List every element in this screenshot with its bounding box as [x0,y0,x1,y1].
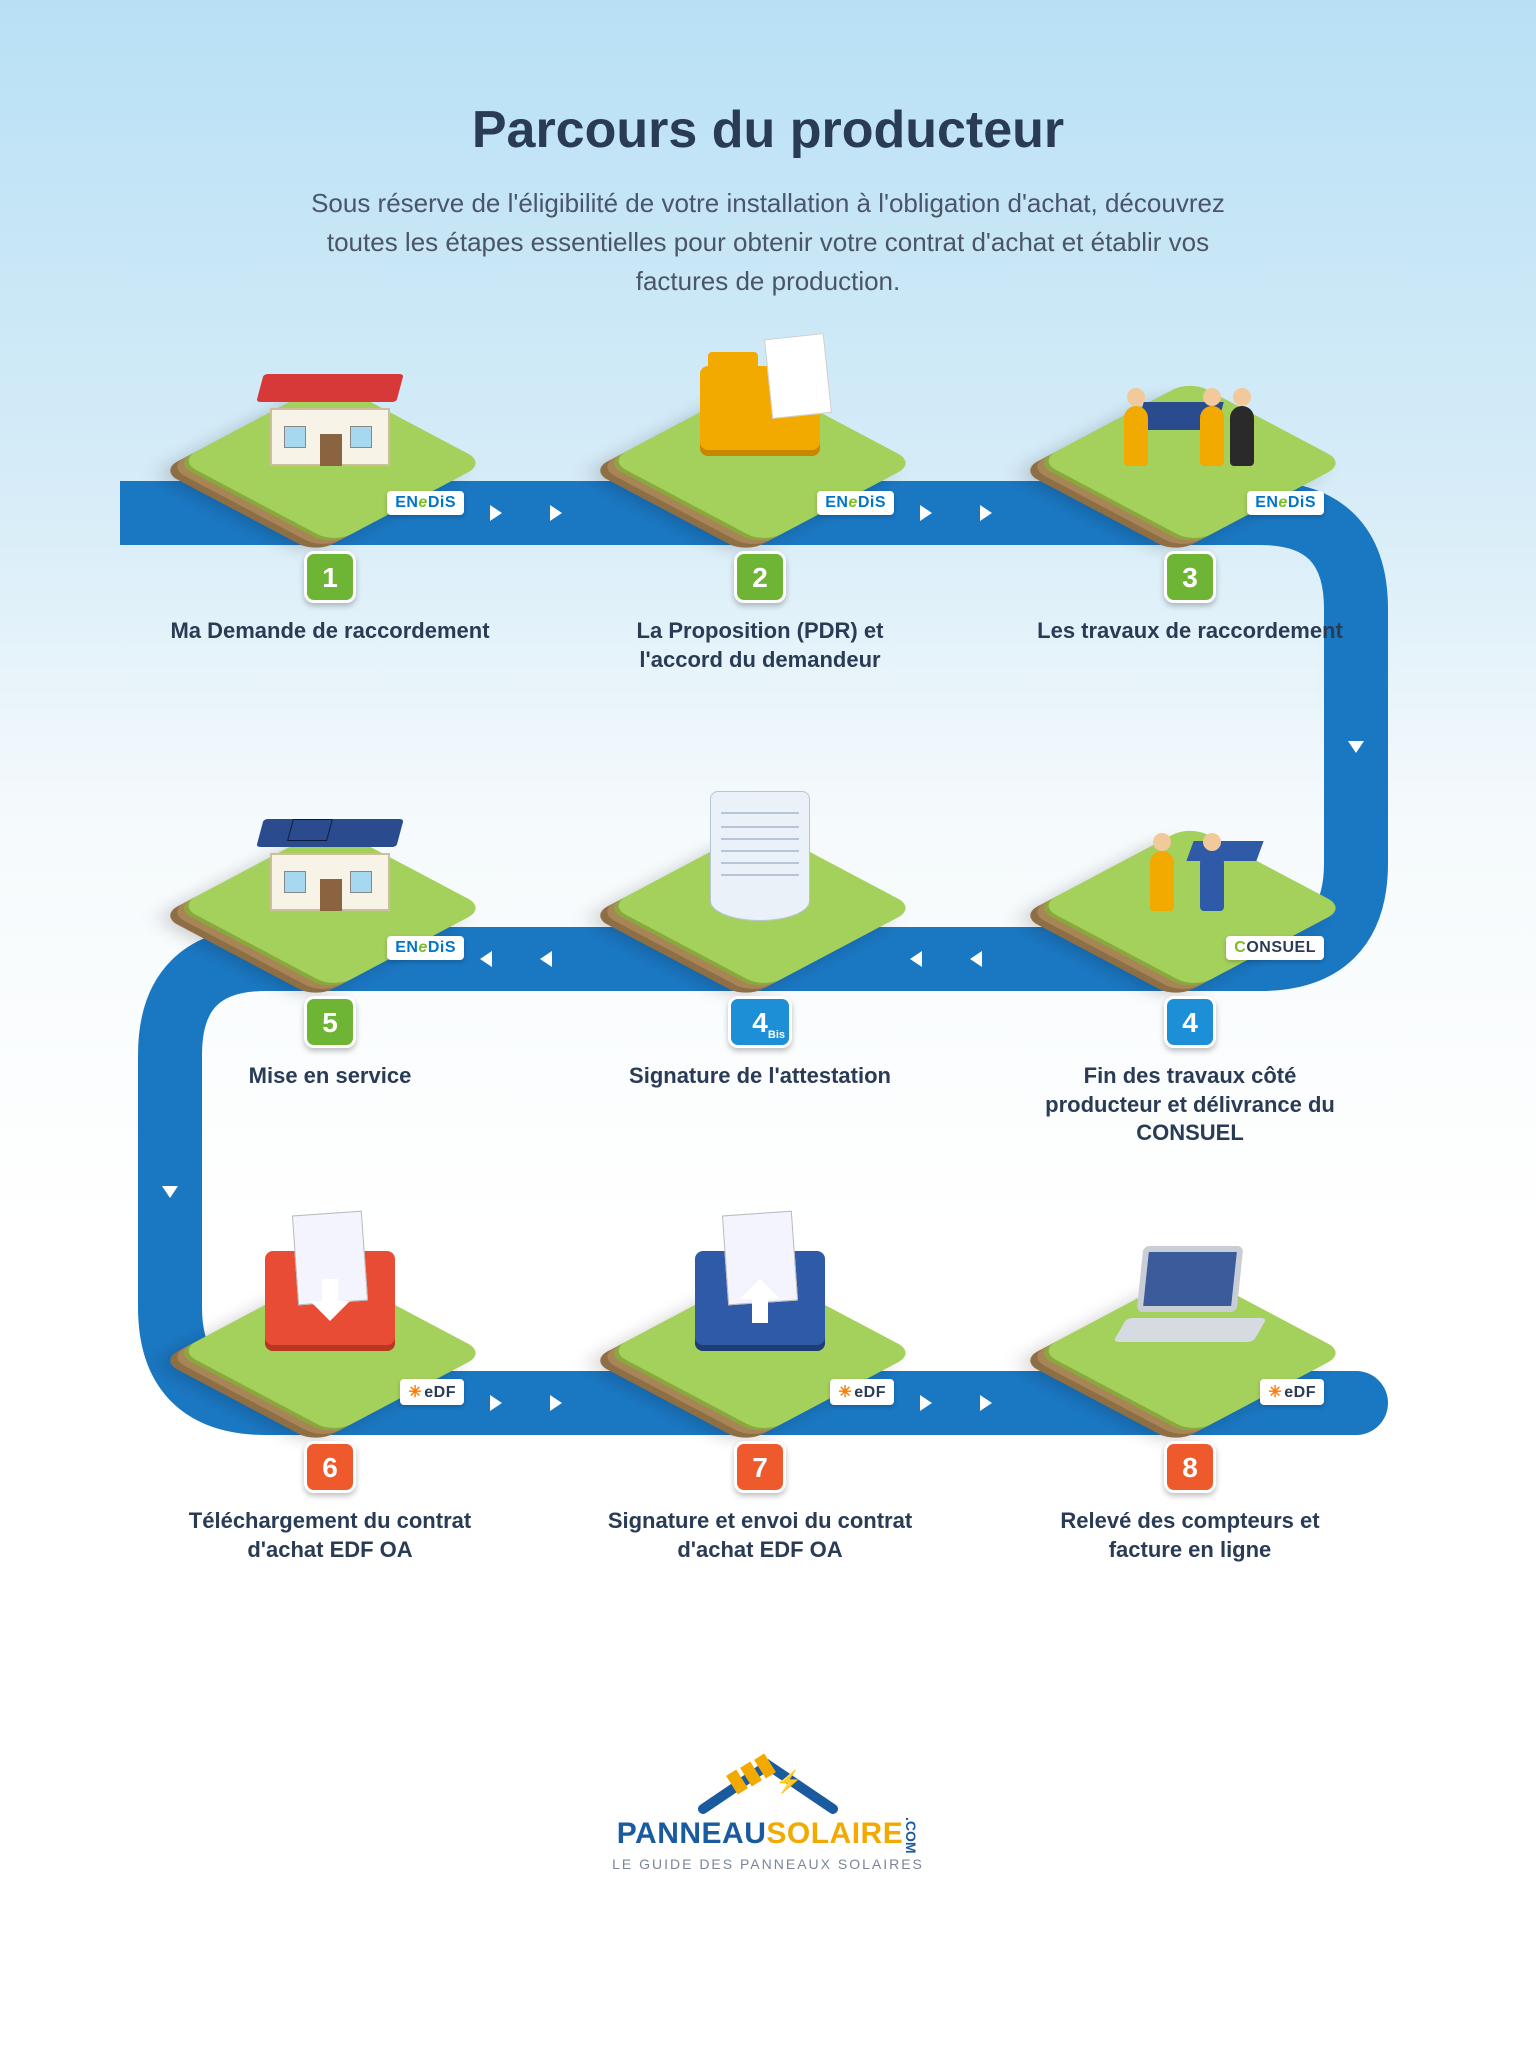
flow-arrow-icon [980,1395,992,1411]
step-illustration [1100,1231,1280,1371]
step-label: La Proposition (PDR) et l'accord du dema… [600,617,920,674]
logo-roof-icon: ⚡ [693,1747,843,1817]
step-label: Téléchargement du contrat d'achat EDF OA [170,1507,490,1564]
provider-tag-edf: ✳eDF [830,1379,894,1405]
step-label: Mise en service [170,1062,490,1091]
provider-tag-enedis: ENeDiS [387,491,464,515]
provider-tag-edf: ✳eDF [400,1379,464,1405]
step-illustration [240,341,420,481]
step-7: ✳eDF 7 Signature et envoi du contrat d'ach… [590,1231,930,1564]
provider-tag-enedis: ENeDiS [817,491,894,515]
step-6: ✳eDF 6 Téléchargement du contrat d'achat E… [160,1231,500,1564]
provider-tag-enedis: ENeDiS [1247,491,1324,515]
step-label: Signature et envoi du contrat d'achat ED… [600,1507,920,1564]
step-number-badge: 1 [304,551,356,603]
step-5: ENeDiS 5 Mise en service [160,786,500,1091]
step-label: Fin des travaux côté producteur et déliv… [1030,1062,1350,1148]
step-illustration [240,1231,420,1371]
flow-arrow-icon [980,505,992,521]
flow-arrow-icon [970,951,982,967]
flow-arrow-icon [1348,741,1364,753]
flow-arrow-icon [480,951,492,967]
step-illustration [1100,786,1280,926]
logo-wordmark: PANNEAUSOLAIRE.COM [120,1817,1416,1854]
step-number-badge: 5 [304,996,356,1048]
step-3: ENeDiS 3 Les travaux de raccordement [1020,341,1360,646]
flow-diagram: ENeDiS 1 Ma Demande de raccordement ENeDiS 2… [120,341,1416,1741]
svg-text:⚡: ⚡ [775,1769,802,1795]
step-number-badge: 8 [1164,1441,1216,1493]
page-title: Parcours du producteur [120,100,1416,160]
step-label: Ma Demande de raccordement [170,617,490,646]
flow-arrow-icon [550,1395,562,1411]
step-number-badge: 7 [734,1441,786,1493]
page-subtitle: Sous réserve de l'éligibilité de votre i… [288,184,1248,301]
flow-arrow-icon [910,951,922,967]
flow-arrow-icon [920,1395,932,1411]
logo-tagline: LE GUIDE DES PANNEAUX SOLAIRES [120,1856,1416,1872]
step-label: Relevé des compteurs et facture en ligne [1030,1507,1350,1564]
flow-arrow-icon [162,1186,178,1198]
provider-tag-enedis: ENeDiS [387,936,464,960]
step-label: Signature de l'attestation [600,1062,920,1091]
step-illustration [670,786,850,926]
step-illustration [670,341,850,481]
step-4: CONSUEL 4 Fin des travaux côté producteur … [1020,786,1360,1148]
step-number-badge: 6 [304,1441,356,1493]
step-number-badge: 4Bis [728,996,792,1048]
step-number-badge: 3 [1164,551,1216,603]
footer-logo: ⚡ PANNEAUSOLAIRE.COM LE GUIDE DES PANNEA… [120,1747,1416,1872]
step-illustration [240,786,420,926]
step-2: ENeDiS 2 La Proposition (PDR) et l'accord … [590,341,930,674]
flow-arrow-icon [490,1395,502,1411]
provider-tag-edf: ✳eDF [1260,1379,1324,1405]
step-number-badge: 4 [1164,996,1216,1048]
flow-arrow-icon [490,505,502,521]
flow-arrow-icon [540,951,552,967]
flow-arrow-icon [920,505,932,521]
step-label: Les travaux de raccordement [1030,617,1350,646]
flow-arrow-icon [550,505,562,521]
step-1: ENeDiS 1 Ma Demande de raccordement [160,341,500,646]
step-illustration [1100,341,1280,481]
step-8: ✳eDF 8 Relevé des compteurs et facture en … [1020,1231,1360,1564]
step-number-badge: 2 [734,551,786,603]
step-4-bis: 4Bis Signature de l'attestation [590,786,930,1091]
provider-tag-consuel: CONSUEL [1226,936,1324,960]
step-illustration [670,1231,850,1371]
